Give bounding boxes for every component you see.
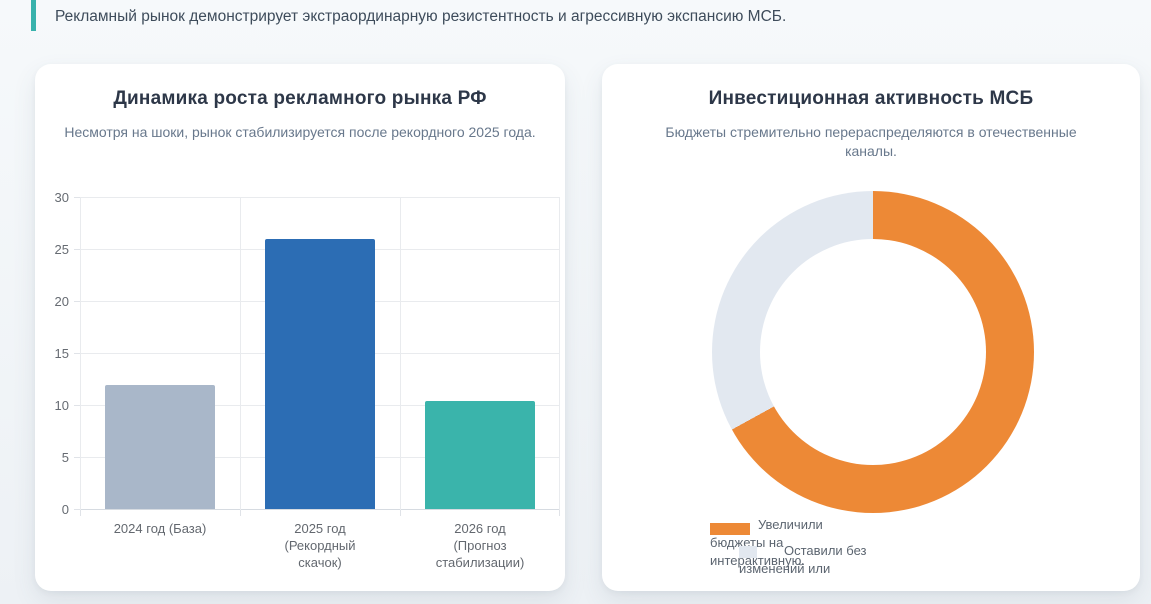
y-tick-label: 30 bbox=[54, 190, 69, 205]
bar-chart-plot-area: 0 5 10 15 20 25 30 bbox=[55, 191, 560, 517]
legend-item-increased-budgets[interactable]: Увеличили бюджеты на интерактивную. bbox=[710, 516, 823, 570]
bar-chart-subtitle: Несмотря на шоки, рынок стабилизируется … bbox=[64, 124, 536, 140]
x-axis-label: 2024 год (База) bbox=[113, 521, 207, 536]
donut-chart[interactable] bbox=[712, 191, 1034, 513]
donut-chart-card: Инвестиционная активность МСБ Бюджеты ст… bbox=[602, 64, 1140, 591]
x-gridline bbox=[239, 198, 241, 510]
bar-chart-card: Динамика роста рекламного рынка РФ Несмо… bbox=[35, 64, 565, 591]
y-tick-mark bbox=[74, 249, 80, 250]
y-tick-label: 0 bbox=[61, 502, 69, 517]
x-tick-mark bbox=[239, 510, 241, 516]
legend-label-unchanged: Оставили без изменений или bbox=[739, 543, 867, 576]
legend-item-unchanged-budgets[interactable]: Оставили без изменений или bbox=[739, 542, 866, 578]
y-tick-mark bbox=[74, 509, 80, 510]
legend-swatch-increased bbox=[710, 523, 750, 535]
x-tick-mark bbox=[559, 510, 560, 516]
banner-accent-bar bbox=[31, 0, 36, 31]
donut-hole bbox=[760, 239, 986, 465]
y-tick-mark bbox=[74, 301, 80, 302]
y-tick-label: 25 bbox=[54, 242, 69, 257]
x-tick-mark bbox=[80, 510, 81, 516]
x-gridline bbox=[80, 198, 81, 510]
legend-swatch-unchanged bbox=[739, 546, 757, 558]
y-tick-label: 15 bbox=[54, 346, 69, 361]
donut-chart-title: Инвестиционная активность МСБ bbox=[708, 88, 1034, 109]
y-tick-label: 20 bbox=[54, 294, 69, 310]
x-tick-mark bbox=[399, 510, 401, 516]
y-tick-mark bbox=[74, 457, 80, 458]
donut-chart-subtitle: Бюджеты стремительно перераспределяются … bbox=[665, 124, 1077, 159]
x-axis-label: 2026 год (Прогноз стабилизации) bbox=[435, 521, 525, 570]
legend-label-increased: Увеличили бюджеты на интерактивную. bbox=[710, 517, 823, 568]
x-gridline bbox=[399, 198, 401, 510]
x-gridline bbox=[559, 198, 560, 510]
y-gridline bbox=[80, 197, 560, 198]
y-tick-mark bbox=[74, 405, 80, 406]
y-tick-label: 10 bbox=[54, 398, 69, 414]
y-tick-label: 5 bbox=[61, 450, 69, 466]
banner-text: Рекламный рынок демонстрирует экстраорди… bbox=[55, 8, 787, 25]
insight-banner: Рекламный рынок демонстрирует экстраорди… bbox=[0, 0, 1151, 44]
bar-2025[interactable] bbox=[265, 238, 375, 509]
y-tick-mark bbox=[74, 197, 80, 198]
bar-2026[interactable] bbox=[425, 400, 535, 509]
bar-chart-title: Динамика роста рекламного рынка РФ bbox=[113, 88, 487, 109]
y-gridline bbox=[80, 509, 560, 510]
y-tick-mark bbox=[74, 353, 80, 354]
bar-2024[interactable] bbox=[105, 385, 215, 509]
x-axis-label: 2025 год (Рекордный скачок) bbox=[284, 521, 356, 570]
